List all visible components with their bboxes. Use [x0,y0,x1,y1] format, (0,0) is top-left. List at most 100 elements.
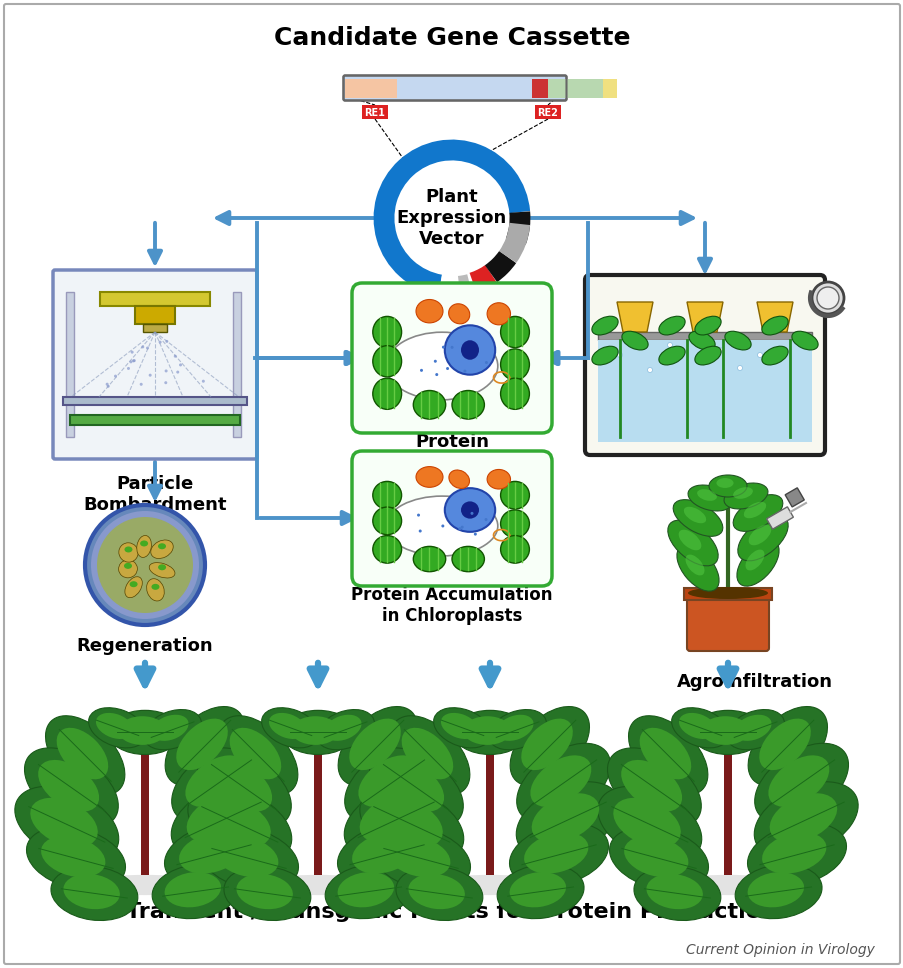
Ellipse shape [344,782,448,858]
Circle shape [442,346,444,348]
Circle shape [811,282,843,314]
Circle shape [450,346,453,348]
Ellipse shape [140,540,148,547]
Bar [602,78,617,98]
Circle shape [107,384,109,388]
Text: RE2: RE2 [537,108,558,118]
Ellipse shape [171,782,275,858]
Ellipse shape [45,715,125,795]
Bar [486,710,493,875]
Ellipse shape [444,325,495,375]
Ellipse shape [646,874,703,909]
Ellipse shape [125,577,142,597]
Ellipse shape [723,483,768,509]
Text: Transient / Transgenic Plants for Protein Production: Transient / Transgenic Plants for Protei… [126,902,777,922]
Ellipse shape [737,515,787,560]
Bar [477,78,531,98]
Ellipse shape [211,760,272,811]
Circle shape [114,375,116,378]
Ellipse shape [186,793,254,843]
Ellipse shape [743,501,766,518]
Ellipse shape [337,872,394,907]
Ellipse shape [768,755,828,807]
Ellipse shape [656,875,798,895]
Ellipse shape [500,378,529,409]
Ellipse shape [291,716,339,745]
Ellipse shape [338,707,417,786]
Ellipse shape [696,489,716,500]
Circle shape [418,529,421,532]
Bar [535,105,561,119]
Ellipse shape [172,743,265,823]
Circle shape [85,505,205,625]
Circle shape [433,360,436,363]
Circle shape [146,347,149,349]
Bar [100,292,209,306]
Ellipse shape [74,875,216,895]
Ellipse shape [621,331,647,350]
Ellipse shape [415,299,442,323]
Ellipse shape [516,782,619,858]
Bar [684,588,771,600]
Ellipse shape [224,866,311,921]
Text: Protein
Accumulation: Protein Accumulation [383,433,520,471]
Ellipse shape [724,331,750,350]
Ellipse shape [14,786,118,862]
Ellipse shape [396,866,482,921]
Ellipse shape [125,547,133,553]
Ellipse shape [413,546,445,572]
Ellipse shape [683,507,705,524]
Circle shape [737,366,741,371]
Ellipse shape [671,708,729,748]
FancyBboxPatch shape [53,270,256,459]
Ellipse shape [108,711,182,754]
Ellipse shape [149,562,175,578]
Ellipse shape [500,481,529,509]
FancyBboxPatch shape [584,275,824,455]
Ellipse shape [237,874,293,909]
Bar [63,397,247,405]
Ellipse shape [732,487,752,499]
Ellipse shape [694,347,721,365]
Circle shape [133,359,135,362]
Ellipse shape [324,714,361,741]
Circle shape [647,368,652,373]
Ellipse shape [203,798,271,847]
Ellipse shape [497,864,583,919]
Ellipse shape [96,712,134,739]
Circle shape [91,511,199,619]
Circle shape [164,381,167,384]
Ellipse shape [26,827,126,891]
Ellipse shape [726,710,784,750]
Circle shape [666,343,672,348]
Ellipse shape [633,866,720,921]
Polygon shape [686,302,722,332]
Bar [785,488,804,507]
Ellipse shape [708,475,746,497]
Circle shape [106,382,108,385]
Ellipse shape [118,716,166,745]
Polygon shape [756,302,792,332]
Ellipse shape [24,748,118,828]
Ellipse shape [349,718,400,771]
Ellipse shape [609,827,708,891]
Ellipse shape [386,836,450,877]
Circle shape [461,526,463,529]
Ellipse shape [449,470,469,489]
Ellipse shape [461,501,479,519]
Ellipse shape [261,708,319,748]
Ellipse shape [612,798,680,847]
Ellipse shape [733,714,770,741]
Ellipse shape [344,743,438,823]
Bar [135,306,175,324]
Ellipse shape [623,836,688,877]
Ellipse shape [152,584,159,590]
Ellipse shape [754,743,848,823]
Circle shape [484,518,487,521]
Ellipse shape [597,786,701,862]
Circle shape [420,369,423,372]
Ellipse shape [214,836,278,877]
Ellipse shape [678,712,715,739]
Ellipse shape [51,866,137,921]
Circle shape [458,528,461,530]
